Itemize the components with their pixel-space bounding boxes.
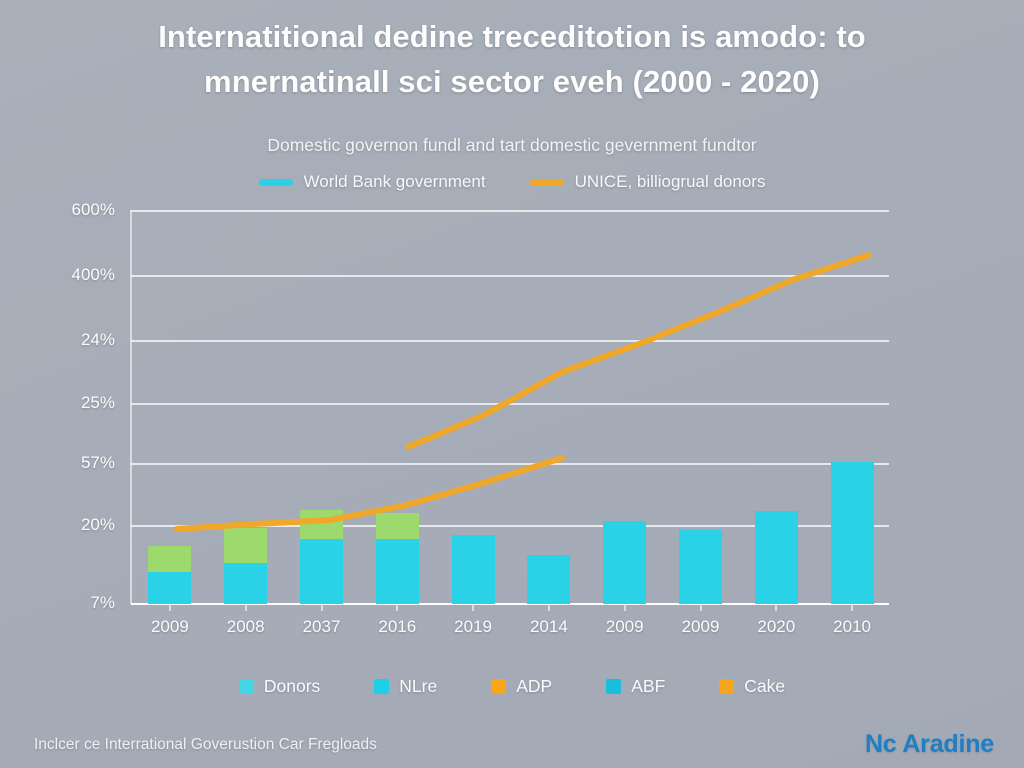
x-axis-tick-label: 2008 bbox=[226, 617, 265, 636]
gridline bbox=[131, 340, 889, 342]
bottom-legend-item[interactable]: ABF bbox=[606, 676, 665, 697]
x-axis-tickmark bbox=[320, 604, 323, 611]
bar-column[interactable]: 2009 bbox=[148, 546, 192, 636]
x-axis-tickmark bbox=[472, 604, 475, 611]
plot-area: 600% 400% 24% 25% 57% 20% 7% 2009 2008 2037 2016 2… bbox=[72, 200, 889, 636]
trend-line bbox=[174, 455, 565, 532]
legend-swatch-icon bbox=[374, 679, 390, 694]
top-legend-label: UNICE, billiogrual donors bbox=[574, 172, 766, 191]
y-axis-tick-label: 57% bbox=[80, 453, 115, 472]
chart-subtitle: Domestic governon fundl and tart domesti… bbox=[267, 135, 757, 155]
bar-segment-primary[interactable] bbox=[148, 572, 192, 604]
bar-column[interactable]: 2019 bbox=[451, 535, 495, 636]
page-title: Internatitional dedine treceditotion is … bbox=[0, 14, 1024, 104]
x-axis-tickmark bbox=[168, 604, 171, 611]
bar-column[interactable]: 2020 bbox=[754, 511, 798, 636]
x-axis-tickmark bbox=[623, 604, 626, 611]
y-axis-line bbox=[130, 210, 132, 604]
footer-note: Inclcer ce Interrational Goverustion Car… bbox=[34, 736, 377, 753]
gridline bbox=[131, 403, 889, 405]
bottom-legend-label: ABF bbox=[631, 676, 666, 696]
top-legend-item[interactable]: UNICE, billiogrual donors bbox=[529, 172, 766, 192]
bottom-legend: Donors NLre ADP ABF Cake bbox=[0, 676, 1024, 697]
y-axis-tick-label: 600% bbox=[71, 200, 115, 219]
trend-line bbox=[405, 252, 872, 450]
bar-segment-primary[interactable] bbox=[375, 539, 419, 604]
bottom-legend-item[interactable]: Cake bbox=[719, 676, 785, 697]
gridline bbox=[131, 210, 889, 212]
x-axis-tick-label: 2010 bbox=[833, 617, 872, 636]
bar-segment-primary[interactable] bbox=[830, 462, 874, 604]
bar-column[interactable]: 2009 bbox=[679, 530, 722, 636]
bar-segment-primary[interactable] bbox=[451, 535, 495, 604]
bottom-legend-label: Cake bbox=[744, 676, 786, 696]
bottom-legend-item[interactable]: NLre bbox=[374, 676, 437, 697]
bar-segment-primary[interactable] bbox=[754, 511, 798, 604]
legend-swatch-icon bbox=[491, 679, 507, 694]
x-axis-tick-label: 2009 bbox=[681, 617, 720, 636]
bottom-legend-item[interactable]: Donors bbox=[238, 676, 321, 697]
bottom-legend-label: NLre bbox=[399, 676, 438, 696]
x-axis-tick-label: 2014 bbox=[529, 617, 568, 636]
bar-segment-primary[interactable] bbox=[527, 555, 571, 604]
legend-swatch-icon bbox=[258, 178, 293, 186]
bar-column[interactable]: 2010 bbox=[830, 462, 874, 636]
y-axis-tick-label: 20% bbox=[80, 515, 115, 534]
x-axis-tick-label: 2009 bbox=[605, 617, 644, 636]
title-line-1: Internatitional dedine treceditotion is … bbox=[158, 19, 866, 54]
gridline bbox=[131, 275, 889, 277]
bottom-legend-label: Donors bbox=[263, 676, 321, 696]
x-axis-tickmark bbox=[775, 604, 778, 611]
x-axis-tick-label: 2020 bbox=[757, 617, 796, 636]
x-axis-tick-label: 2016 bbox=[378, 617, 417, 636]
top-legend-label: World Bank government bbox=[303, 172, 486, 191]
bar-column[interactable]: 2008 bbox=[224, 528, 268, 636]
legend-swatch-icon bbox=[238, 679, 254, 694]
bar-column[interactable]: 2009 bbox=[603, 521, 647, 636]
bar-segment-secondary[interactable] bbox=[300, 510, 343, 539]
x-axis-tickmark bbox=[547, 604, 550, 611]
bar-segment-primary[interactable] bbox=[300, 539, 343, 604]
x-axis-tick-label: 2037 bbox=[302, 617, 341, 636]
y-axis-tick-label: 25% bbox=[80, 393, 115, 412]
y-axis-tick-label: 24% bbox=[80, 330, 115, 349]
bar-column[interactable]: 2014 bbox=[527, 555, 571, 636]
x-axis-tickmark bbox=[396, 604, 399, 611]
y-axis-tick-label: 400% bbox=[71, 265, 115, 284]
title-line-2: mnernatinall sci sector eveh (2000 - 202… bbox=[204, 64, 820, 99]
legend-swatch-icon bbox=[529, 178, 564, 186]
x-axis-tick-label: 2019 bbox=[454, 617, 493, 636]
bottom-legend-label: ADP bbox=[516, 676, 553, 696]
bar-segment-primary[interactable] bbox=[603, 521, 647, 604]
x-axis-tickmark bbox=[851, 604, 854, 611]
y-axis-tick-label: 7% bbox=[90, 593, 115, 612]
bar-segment-secondary[interactable] bbox=[375, 513, 419, 539]
bar-column[interactable]: 2016 bbox=[375, 513, 419, 636]
bar-segment-primary[interactable] bbox=[679, 530, 722, 604]
bottom-legend-item[interactable]: ADP bbox=[491, 676, 552, 697]
top-legend-item[interactable]: World Bank government bbox=[258, 172, 486, 192]
legend-swatch-icon bbox=[719, 679, 735, 694]
brand-logo: Nc Aradine bbox=[864, 730, 994, 758]
x-axis-tickmark bbox=[244, 604, 247, 611]
x-axis-tick-label: 2009 bbox=[150, 617, 189, 636]
x-axis-tickmark bbox=[699, 604, 702, 611]
bar-segment-primary[interactable] bbox=[224, 563, 268, 604]
bar-column[interactable]: 2037 bbox=[300, 510, 343, 636]
legend-swatch-icon bbox=[606, 679, 622, 694]
gridline bbox=[131, 463, 889, 465]
bar-segment-secondary[interactable] bbox=[224, 528, 268, 563]
bar-segment-secondary[interactable] bbox=[148, 546, 192, 572]
top-legend: World Bank government UNICE, billiogrual … bbox=[0, 172, 1024, 192]
gridline bbox=[131, 603, 889, 605]
